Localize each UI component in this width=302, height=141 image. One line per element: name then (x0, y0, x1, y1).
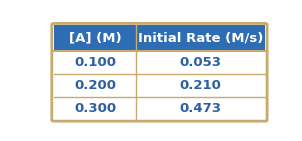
Text: Initial Rate (M/s): Initial Rate (M/s) (138, 31, 263, 44)
Text: 0.053: 0.053 (179, 56, 221, 69)
Text: [A] (M): [A] (M) (69, 31, 121, 44)
Text: 0.100: 0.100 (74, 56, 116, 69)
Text: 0.473: 0.473 (179, 102, 221, 115)
Text: 0.300: 0.300 (74, 102, 116, 115)
Bar (54, 74, 265, 97)
Text: 0.200: 0.200 (74, 79, 116, 92)
Text: 0.210: 0.210 (179, 79, 221, 92)
Bar (54, 25, 265, 51)
Bar (54, 97, 265, 120)
Bar (54, 51, 265, 74)
